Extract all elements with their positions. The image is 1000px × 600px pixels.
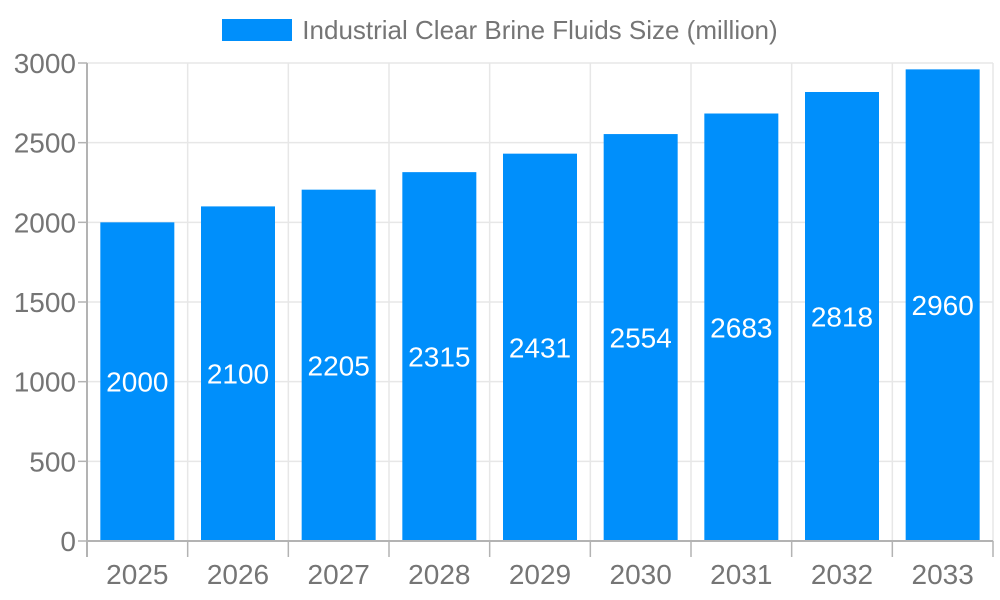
bar-2032[interactable] bbox=[805, 91, 879, 542]
x-tick-label: 2033 bbox=[912, 559, 974, 590]
bar-2026[interactable] bbox=[201, 206, 275, 541]
y-tick-label: 500 bbox=[29, 446, 76, 477]
x-tick-label: 2027 bbox=[308, 559, 370, 590]
bar-value-label: 2683 bbox=[710, 312, 772, 343]
y-tick-label: 1000 bbox=[14, 367, 76, 398]
bar-value-label: 2818 bbox=[811, 301, 873, 332]
bar-value-label: 2554 bbox=[610, 323, 672, 354]
legend-label: Industrial Clear Brine Fluids Size (mill… bbox=[302, 15, 778, 45]
bar-2028[interactable] bbox=[402, 172, 477, 542]
x-tick-label: 2031 bbox=[710, 559, 772, 590]
bar-2031[interactable] bbox=[704, 113, 779, 541]
bar-value-label: 2000 bbox=[106, 367, 168, 398]
y-tick-label: 2500 bbox=[14, 128, 76, 159]
legend[interactable]: Industrial Clear Brine Fluids Size (mill… bbox=[0, 16, 1000, 45]
x-tick-label: 2026 bbox=[207, 559, 269, 590]
bar-value-label: 2960 bbox=[912, 290, 974, 321]
bar-value-label: 2100 bbox=[207, 359, 269, 390]
y-tick-label: 2000 bbox=[14, 207, 76, 238]
bar-2027[interactable] bbox=[301, 189, 376, 542]
x-tick-label: 2025 bbox=[106, 559, 168, 590]
x-tick-label: 2029 bbox=[509, 559, 571, 590]
x-tick-label: 2030 bbox=[610, 559, 672, 590]
y-tick-label: 0 bbox=[60, 526, 76, 557]
y-tick-label: 3000 bbox=[14, 48, 76, 79]
bar-value-label: 2205 bbox=[308, 350, 370, 381]
x-tick-label: 2032 bbox=[811, 559, 873, 590]
y-tick-label: 1500 bbox=[14, 287, 76, 318]
bar-value-label: 2315 bbox=[408, 342, 470, 373]
x-tick-label: 2028 bbox=[408, 559, 470, 590]
legend-swatch bbox=[222, 19, 293, 42]
bar-2025[interactable] bbox=[100, 222, 175, 542]
bar-2029[interactable] bbox=[503, 153, 577, 542]
bar-2030[interactable] bbox=[603, 134, 678, 541]
bar-2033[interactable] bbox=[905, 69, 980, 541]
bar-value-label: 2431 bbox=[509, 332, 571, 363]
